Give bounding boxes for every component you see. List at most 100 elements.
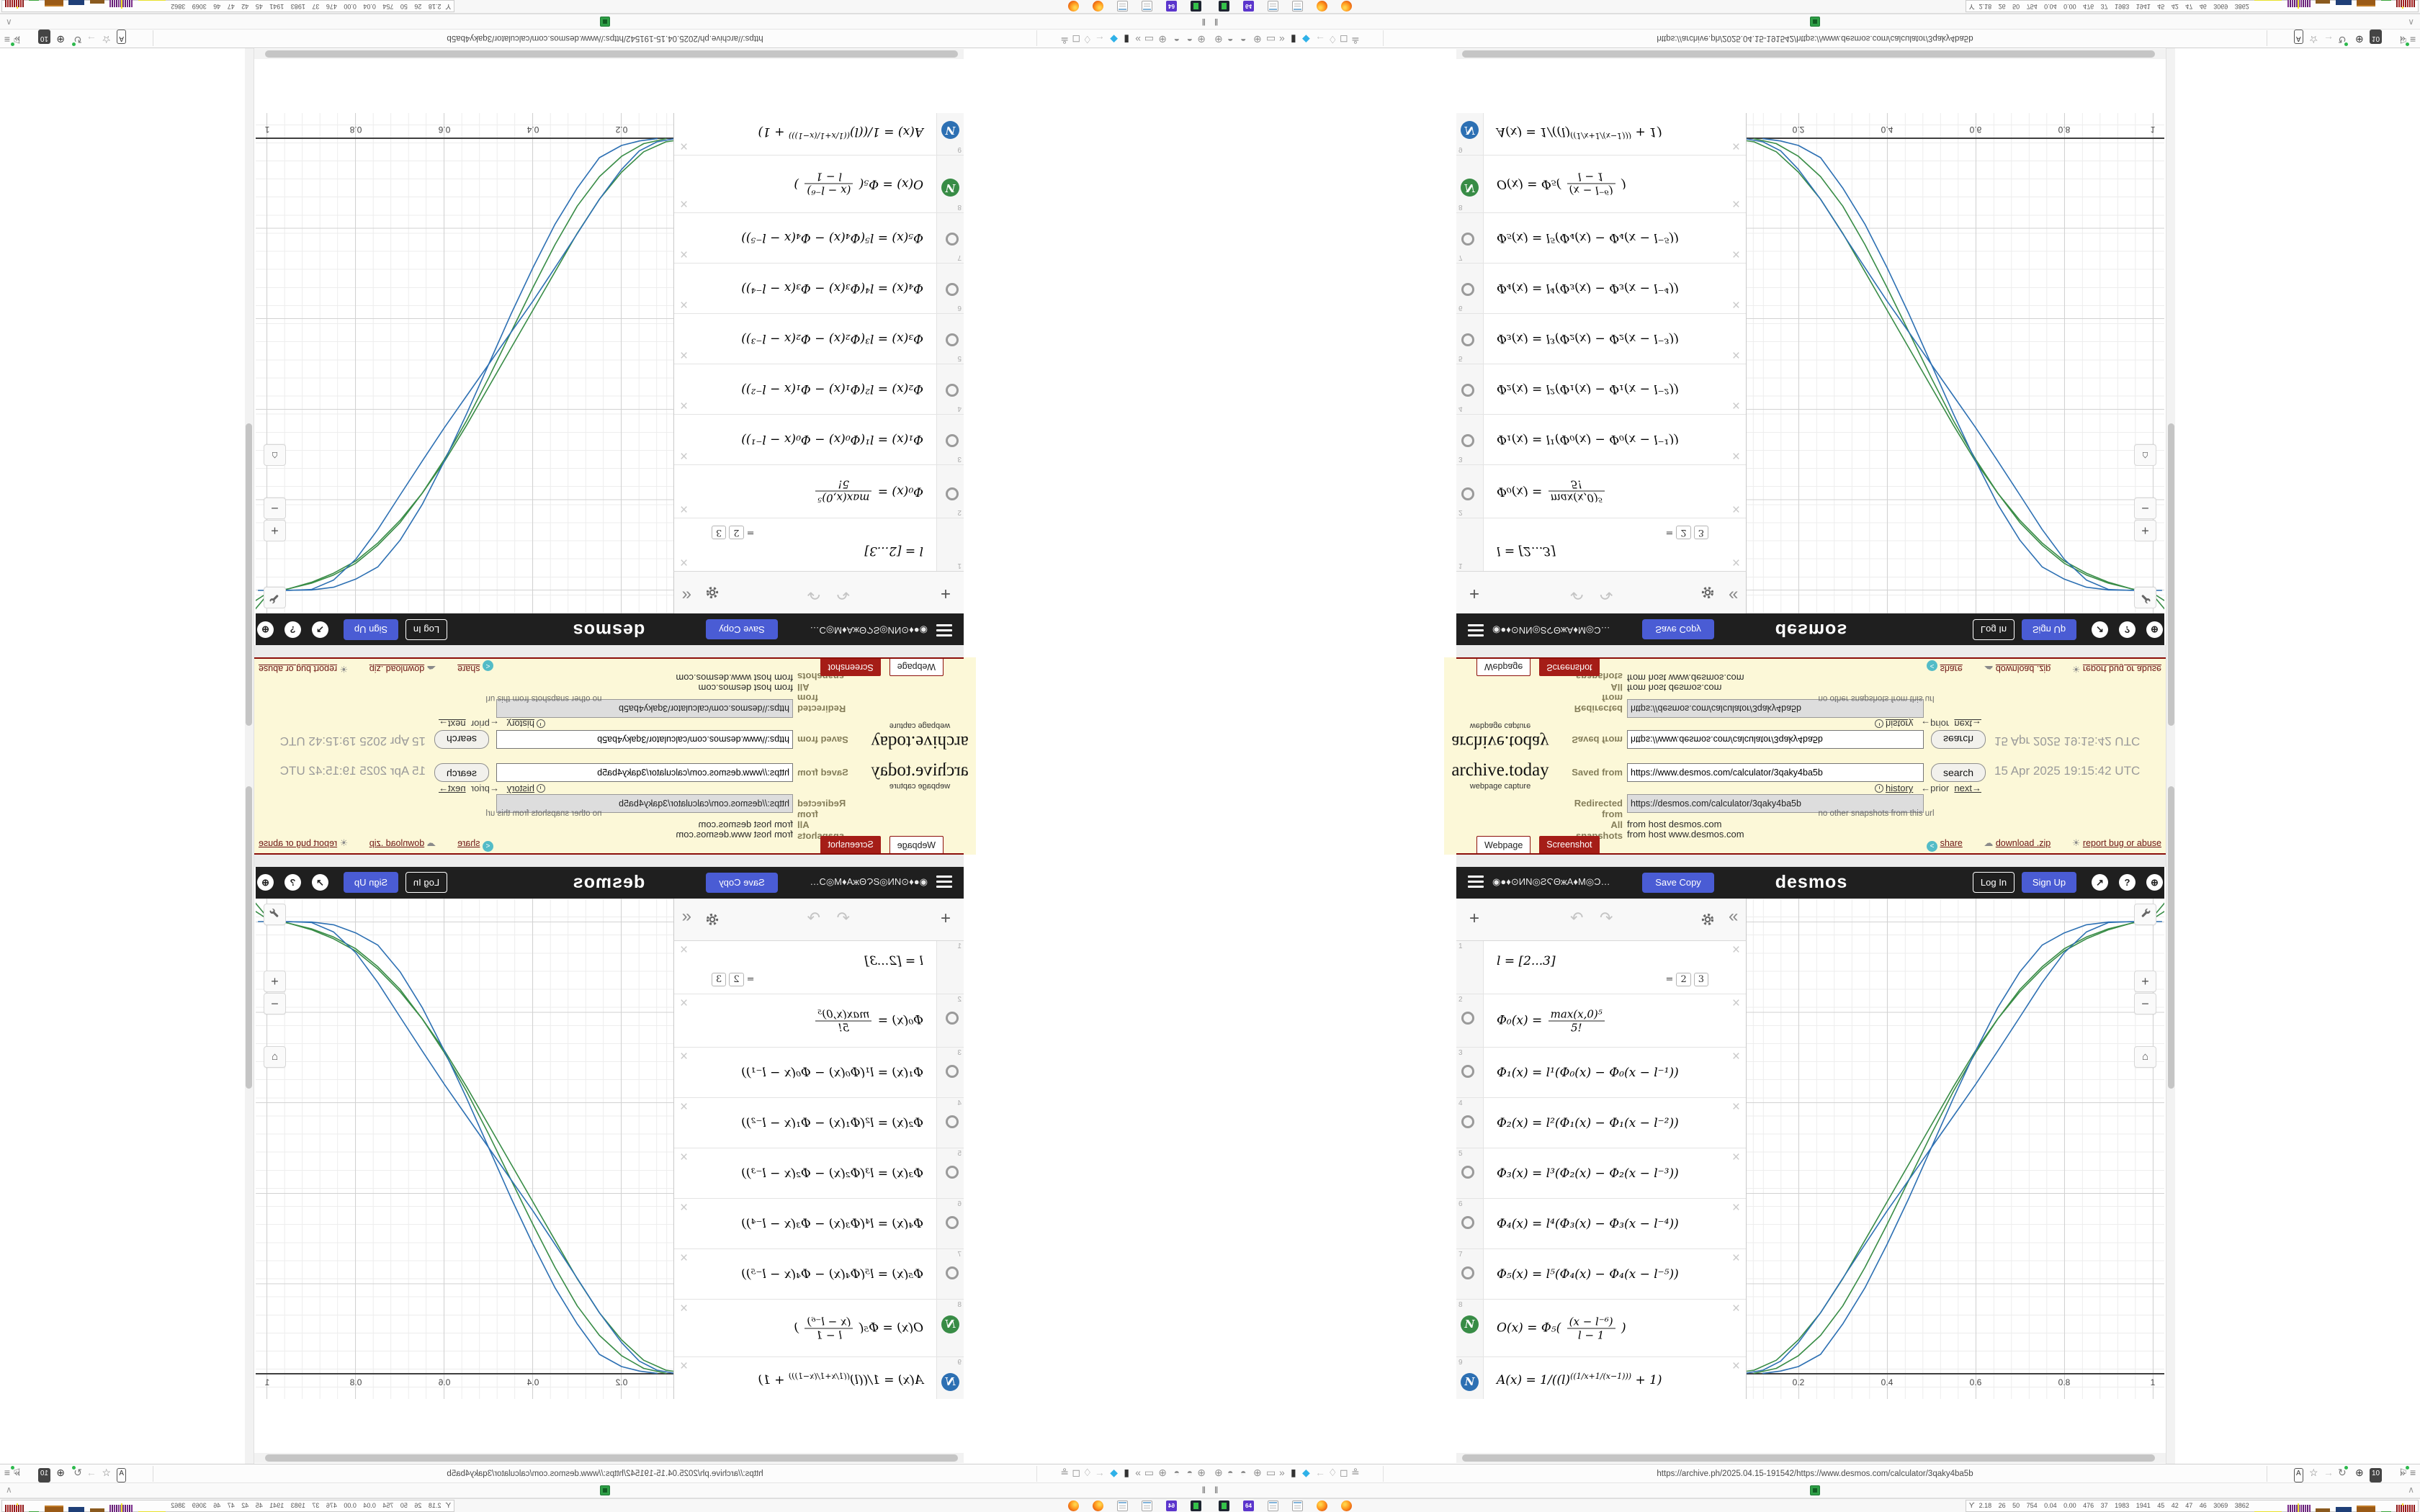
home-view-button[interactable]: ⌂ [264,444,286,466]
redo-icon[interactable]: ↷ [807,585,820,603]
history-link[interactable]: history [1886,783,1914,793]
chevron-overflow-icon[interactable]: » [1135,34,1141,45]
add-expression-button[interactable]: + [940,584,951,603]
export-icon[interactable]: ↗ [312,621,328,638]
url-text[interactable]: https://archive.ph/2025.04.15-191542/htt… [447,1470,763,1478]
tab-webpage[interactable]: Webpage [889,836,944,854]
desmos-logo[interactable]: desmos [572,620,645,640]
delete-expression-icon[interactable]: × [1731,942,1740,958]
chevron-overflow-icon[interactable]: » [1135,1467,1141,1478]
horizontal-scrollbar[interactable] [1456,1453,2166,1463]
expression-row[interactable]: 3 Φ₁(x) = l¹(Φ₀(x) − Φ₀(x − l⁻¹)) × [674,414,964,464]
row-gutter[interactable]: 3 [1456,415,1484,464]
undo-icon[interactable]: ↶ [1570,585,1584,603]
taskbar-app-notepad-icon[interactable] [1142,1500,1152,1511]
history-link[interactable]: history [1886,719,1914,729]
zoom-in-button[interactable]: + [2134,971,2156,992]
expression-row[interactable]: 3 Φ₁(x) = l¹(Φ₀(x) − Φ₀(x − l⁻¹)) × [1456,1048,1746,1098]
graph-settings-button[interactable] [2134,587,2156,608]
save-copy-button[interactable]: Save Copy [1642,873,1714,893]
taskbar-app-firefox-icon[interactable] [1068,1,1079,12]
graph-pane[interactable]: 0.2 0.4 0.6 0.8 1 + − ⌂ [256,899,673,1399]
expression-row[interactable]: 5 Φ₃(x) = l³(Φ₂(x) − Φ₂(x − l⁻³)) × [674,1148,964,1199]
shield-icon[interactable]: ♢ [1328,1467,1337,1478]
gauge-icon[interactable]: ◓ [1173,34,1180,45]
expression-row[interactable]: 6 Φ₄(x) = l⁴(Φ₃(x) − Φ₃(x − l⁻⁴)) × [1456,263,1746,313]
tab-screenshot[interactable]: Screenshot [820,658,881,676]
bookmark-star-icon[interactable]: ☆ [102,1467,111,1478]
hidden-curve-toggle[interactable] [946,1115,959,1128]
back-icon[interactable]: ← [1315,34,1325,45]
add-expression-button[interactable]: + [940,909,951,928]
gauge-icon[interactable]: ◓ [1186,1467,1193,1478]
tab-screenshot[interactable]: Screenshot [1539,658,1600,676]
curve-A(x), l=2[interactable] [1747,138,2163,591]
delete-expression-icon[interactable]: × [1731,196,1740,211]
save-copy-button[interactable]: Save Copy [706,619,778,639]
row-gutter[interactable]: 7 [936,1249,964,1299]
hamburger-menu-icon[interactable]: ≡ [4,1467,10,1478]
row-gutter[interactable]: 7 [1456,213,1484,263]
zoom-in-button[interactable]: + [264,971,286,992]
trash-icon[interactable]: ▮ [1291,1467,1296,1478]
host-link-desmos[interactable]: from host desmos.com [698,683,794,693]
download-zip-link[interactable]: download .zip [369,664,425,674]
bookmark-star-icon[interactable]: ☆ [2309,1467,2318,1478]
kite-extension-icon[interactable]: ◆ [1110,34,1118,45]
container-counter-icon[interactable]: 10 [37,30,50,44]
row-gutter[interactable]: 5 [936,1148,964,1198]
hidden-curve-toggle[interactable] [1461,1115,1474,1128]
sign-up-button[interactable]: Sign Up [2022,872,2076,893]
flag-icon[interactable]: ⚐ [2398,1467,2408,1478]
system-monitor-tray[interactable]: ϒ2.18 26 50 754 0.04 0.00 476 37 1983 19… [1,1500,455,1512]
hidden-curve-toggle[interactable] [1461,384,1474,397]
active-tab-favicon[interactable] [600,1485,610,1495]
desmos-logo[interactable]: desmos [1775,620,1848,640]
url-text[interactable]: https://archive.ph/2025.04.15-191542/htt… [447,34,763,42]
menu-icon[interactable] [936,876,952,888]
home-view-button[interactable]: ⌂ [264,1046,286,1068]
bookmark-star-icon[interactable]: ☆ [2309,34,2318,45]
horizontal-scrollbar[interactable] [254,49,964,59]
hidden-curve-toggle[interactable] [1461,283,1474,296]
gauge-icon[interactable]: ◓ [1227,34,1234,45]
delete-expression-icon[interactable]: × [680,554,689,570]
globe-extension-icon[interactable]: ⊕ [1253,34,1262,45]
delete-expression-icon[interactable]: × [1731,1200,1740,1215]
row-gutter[interactable]: 4 [936,364,964,414]
horizontal-scrollbar-thumb[interactable] [265,50,958,58]
lock-icon[interactable]: ◻ [1072,1467,1080,1478]
row-gutter[interactable]: 1 [1456,941,1484,994]
language-globe-icon[interactable]: ⊕ [2146,874,2163,891]
vertical-scrollbar-thumb[interactable] [246,423,252,726]
help-icon[interactable]: ? [284,874,301,891]
delete-expression-icon[interactable]: × [680,397,689,413]
desmos-logo[interactable]: desmos [572,872,645,892]
hidden-curve-toggle[interactable] [1461,1216,1474,1229]
back-icon[interactable]: ← [1095,1467,1105,1478]
url-text[interactable]: https://archive.ph/2025.04.15-191542/htt… [1657,1470,1973,1478]
collapse-panel-icon[interactable]: « [681,586,691,606]
gauge-icon[interactable]: ◓ [1173,1467,1180,1478]
delete-expression-icon[interactable]: × [1731,996,1740,1011]
saved-from-input[interactable] [496,730,793,749]
archive-logo[interactable]: archive.today webpage capture [1450,721,1551,752]
taskbar-app-floppy64-icon[interactable]: 64 [1166,1500,1177,1511]
delete-expression-icon[interactable]: × [1731,501,1740,516]
row-gutter[interactable]: 5 [1456,314,1484,364]
delete-expression-icon[interactable]: × [680,347,689,362]
host-link-desmos[interactable]: from host desmos.com [1627,683,1722,693]
delete-expression-icon[interactable]: × [1731,554,1740,570]
expression-row[interactable]: 7 Φ₅(x) = l⁵(Φ₄(x) − Φ₄(x − l⁻⁵)) × [674,212,964,263]
search-button[interactable]: search [434,763,489,782]
taskbar-app-firefox-icon[interactable] [1341,1500,1352,1511]
tab-screenshot[interactable]: Screenshot [1539,836,1600,854]
url-field[interactable] [1383,1466,2267,1482]
